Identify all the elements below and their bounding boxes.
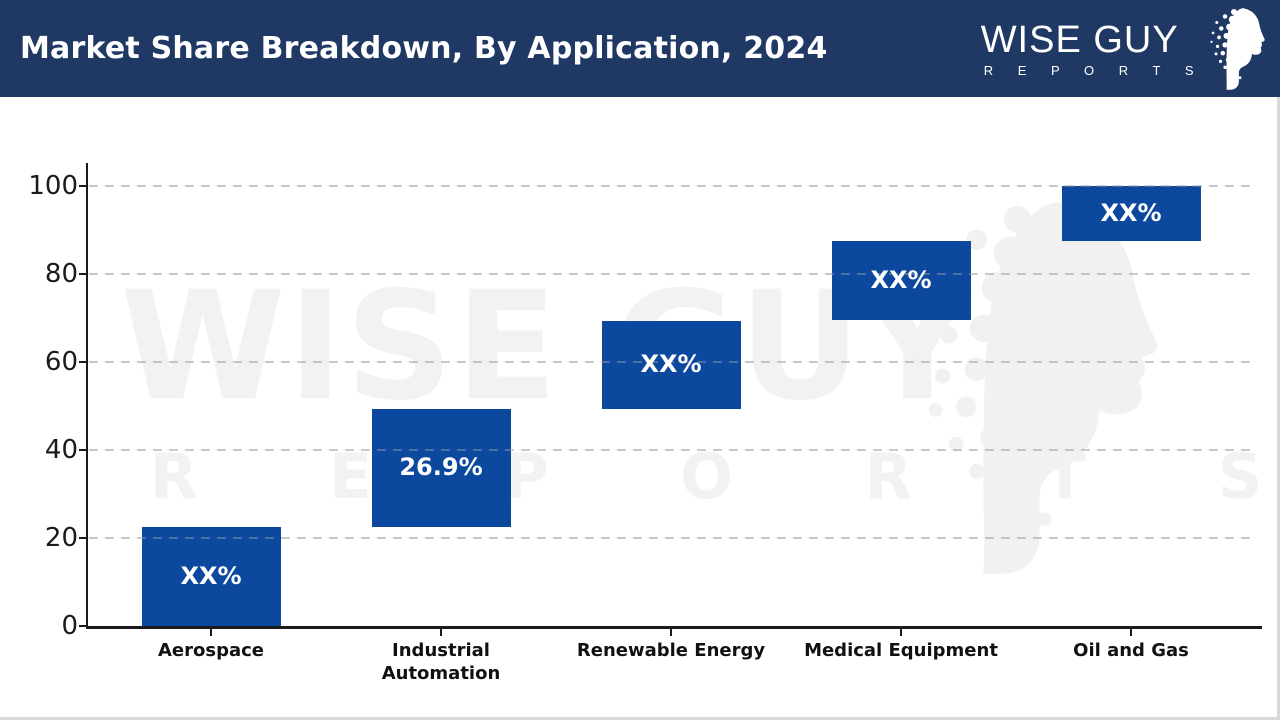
y-tick-label: 60 bbox=[44, 347, 78, 377]
x-axis-line bbox=[86, 626, 1262, 629]
y-tick-label: 20 bbox=[44, 523, 78, 553]
y-tick bbox=[79, 625, 86, 627]
header-bar: Market Share Breakdown, By Application, … bbox=[0, 0, 1280, 97]
gridline bbox=[89, 185, 1254, 187]
y-tick-label: 100 bbox=[28, 171, 78, 201]
gridline bbox=[89, 273, 1254, 275]
x-tick-label: Renewable Energy bbox=[576, 640, 766, 661]
x-tick bbox=[210, 629, 212, 636]
x-tick-label: Medical Equipment bbox=[804, 640, 998, 661]
bar bbox=[601, 320, 741, 409]
x-tick bbox=[1130, 629, 1132, 636]
bar-value-label: XX% bbox=[1100, 198, 1162, 227]
page-title: Market Share Breakdown, By Application, … bbox=[20, 31, 828, 66]
y-tick bbox=[79, 537, 86, 539]
x-tick bbox=[900, 629, 902, 636]
x-tick-label: Industrial Automation bbox=[381, 640, 501, 684]
x-tick bbox=[440, 629, 442, 636]
x-tick bbox=[670, 629, 672, 636]
y-tick-label: 0 bbox=[61, 611, 78, 641]
gridline bbox=[89, 449, 1254, 451]
x-tick-label: Aerospace bbox=[157, 640, 264, 661]
logo-face-icon bbox=[1210, 8, 1265, 90]
plot-area: 0 20 40 60 80 100 XX% 26.9% XX% XX% XX% Aerospace In… bbox=[0, 97, 1280, 720]
bar-value-label: XX% bbox=[180, 561, 242, 590]
bar bbox=[1061, 186, 1201, 241]
gridline bbox=[89, 537, 1254, 539]
bottom-border bbox=[0, 717, 1280, 720]
x-tick-label: Oil and Gas bbox=[1073, 640, 1189, 661]
y-tick-label: 80 bbox=[44, 259, 78, 289]
logo-subtext: R E P O R T S bbox=[983, 62, 1204, 78]
y-axis-line bbox=[86, 163, 88, 628]
y-tick bbox=[79, 361, 86, 363]
bar-value-label: XX% bbox=[870, 265, 932, 294]
gridline bbox=[89, 361, 1254, 363]
bar bbox=[141, 527, 281, 626]
y-tick bbox=[79, 449, 86, 451]
bar-value-label: XX% bbox=[640, 349, 702, 378]
y-tick bbox=[79, 185, 86, 187]
y-tick-label: 40 bbox=[44, 435, 78, 465]
bar bbox=[831, 241, 971, 321]
bar-value-label: 26.9% bbox=[399, 453, 483, 482]
logo-wordmark: WISE GUY bbox=[980, 18, 1179, 61]
watermark-wordmark: WISE GUY bbox=[120, 260, 974, 434]
wise-guy-logo: WISE GUY R E P O R T S bbox=[981, 4, 1272, 94]
right-border bbox=[1277, 97, 1280, 720]
bar bbox=[371, 409, 511, 528]
logo-text: WISE GUY R E P O R T S bbox=[981, 21, 1204, 78]
y-tick bbox=[79, 273, 86, 275]
